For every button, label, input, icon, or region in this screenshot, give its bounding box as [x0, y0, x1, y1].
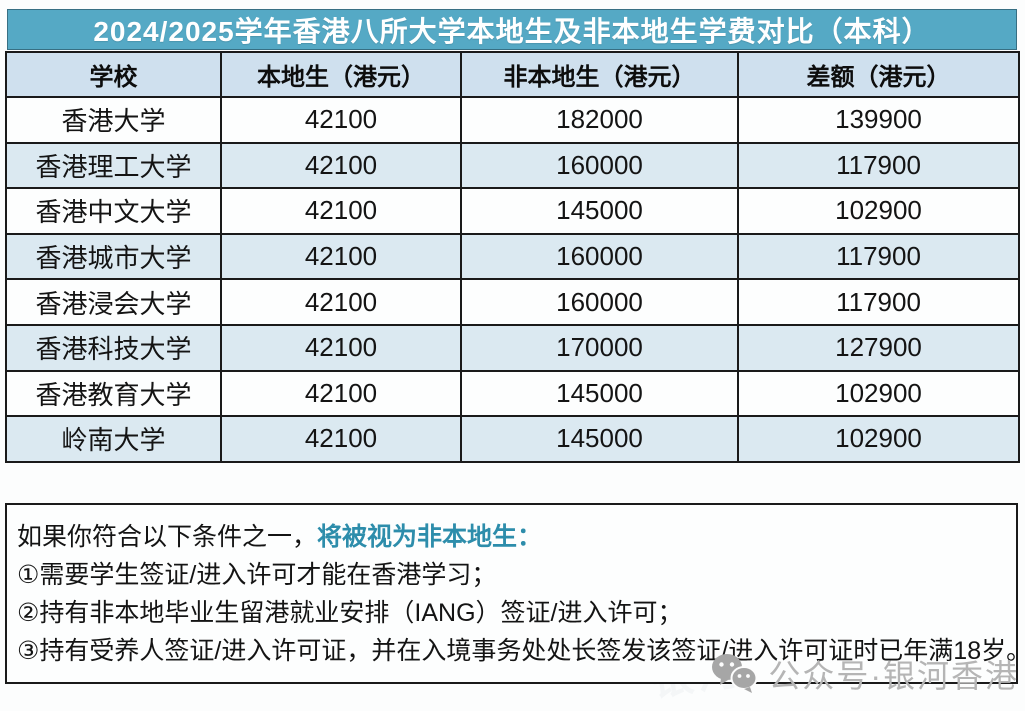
- cell-local: 42100: [220, 232, 462, 281]
- notes-intro-line: 如果你符合以下条件之一，将被视为非本地生：: [17, 518, 1006, 556]
- cell-local: 42100: [220, 96, 462, 144]
- cell-nonlocal: 145000: [460, 369, 739, 418]
- cell-diff: 102900: [737, 415, 1020, 463]
- note-condition-3: ③持有受养人签证/进入许可证，并在入境事务处处长签发该签证/进入许可证时已年满1…: [17, 637, 1025, 665]
- eligibility-notes-box: 如果你符合以下条件之一，将被视为非本地生： ①需要学生签证/进入许可才能在香港学…: [5, 503, 1025, 684]
- column-header-school: 学校: [5, 51, 222, 98]
- note-condition-2: ②持有非本地毕业生留港就业安排（IANG）签证/进入许可；: [17, 599, 683, 627]
- cell-diff: 127900: [737, 323, 1020, 372]
- cell-diff: 117900: [737, 278, 1020, 326]
- cell-diff: 117900: [737, 141, 1020, 190]
- cell-school: 香港浸会大学: [5, 278, 222, 326]
- cell-school: 香港科技大学: [5, 323, 222, 372]
- table-row: 岭南大学 42100 145000 102900: [5, 415, 1020, 463]
- wechat-icon: [708, 652, 760, 696]
- page-title: 2024/2025学年香港八所大学本地生及非本地生学费对比（本科）: [7, 9, 1017, 50]
- cell-diff: 117900: [737, 232, 1020, 281]
- table-row: 香港城市大学 42100 160000 117900: [5, 232, 1020, 281]
- notes-intro-plain: 如果你符合以下条件之一，: [17, 523, 318, 551]
- cell-local: 42100: [220, 323, 462, 372]
- cell-nonlocal: 160000: [460, 141, 739, 190]
- column-header-diff: 差额（港元）: [737, 51, 1020, 98]
- cell-school: 香港大学: [5, 96, 222, 144]
- cell-school: 香港中文大学: [5, 187, 222, 235]
- table-row: 香港理工大学 42100 160000 117900: [5, 141, 1020, 190]
- wechat-account-tag: 公众号·银河香港: [708, 651, 1019, 697]
- cell-nonlocal: 145000: [460, 415, 739, 463]
- cell-diff: 102900: [737, 187, 1020, 235]
- cell-local: 42100: [220, 187, 462, 235]
- wechat-account-label: 公众号·银河香港: [768, 658, 1019, 694]
- cell-nonlocal: 160000: [460, 278, 739, 326]
- cell-school: 香港教育大学: [5, 369, 222, 418]
- cell-school: 香港城市大学: [5, 232, 222, 281]
- notes-intro-highlight: 将被视为非本地生：: [317, 523, 543, 551]
- table-row: 香港科技大学 42100 170000 127900: [5, 323, 1020, 372]
- table-row: 香港中文大学 42100 145000 102900: [5, 187, 1020, 235]
- table-row: 香港大学 42100 182000 139900: [5, 96, 1020, 144]
- cell-local: 42100: [220, 369, 462, 418]
- column-header-local: 本地生（港元）: [220, 51, 462, 98]
- cell-local: 42100: [220, 278, 462, 326]
- cell-nonlocal: 182000: [460, 96, 739, 144]
- cell-diff: 102900: [737, 369, 1020, 418]
- cell-diff: 139900: [737, 96, 1020, 144]
- cell-school: 岭南大学: [5, 415, 222, 463]
- table-row: 香港浸会大学 42100 160000 117900: [5, 278, 1020, 326]
- table-row: 香港教育大学 42100 145000 102900: [5, 369, 1020, 418]
- note-condition-1: ①需要学生签证/进入许可才能在香港学习；: [17, 561, 497, 589]
- cell-nonlocal: 145000: [460, 187, 739, 235]
- cell-local: 42100: [220, 141, 462, 190]
- table-header-row: 学校 本地生（港元） 非本地生（港元） 差额（港元）: [5, 51, 1020, 98]
- cell-nonlocal: 160000: [460, 232, 739, 281]
- tuition-fee-table: 学校 本地生（港元） 非本地生（港元） 差额（港元） 香港大学 42100 18…: [5, 51, 1020, 463]
- column-header-nonlocal: 非本地生（港元）: [460, 51, 739, 98]
- cell-nonlocal: 170000: [460, 323, 739, 372]
- cell-local: 42100: [220, 415, 462, 463]
- cell-school: 香港理工大学: [5, 141, 222, 190]
